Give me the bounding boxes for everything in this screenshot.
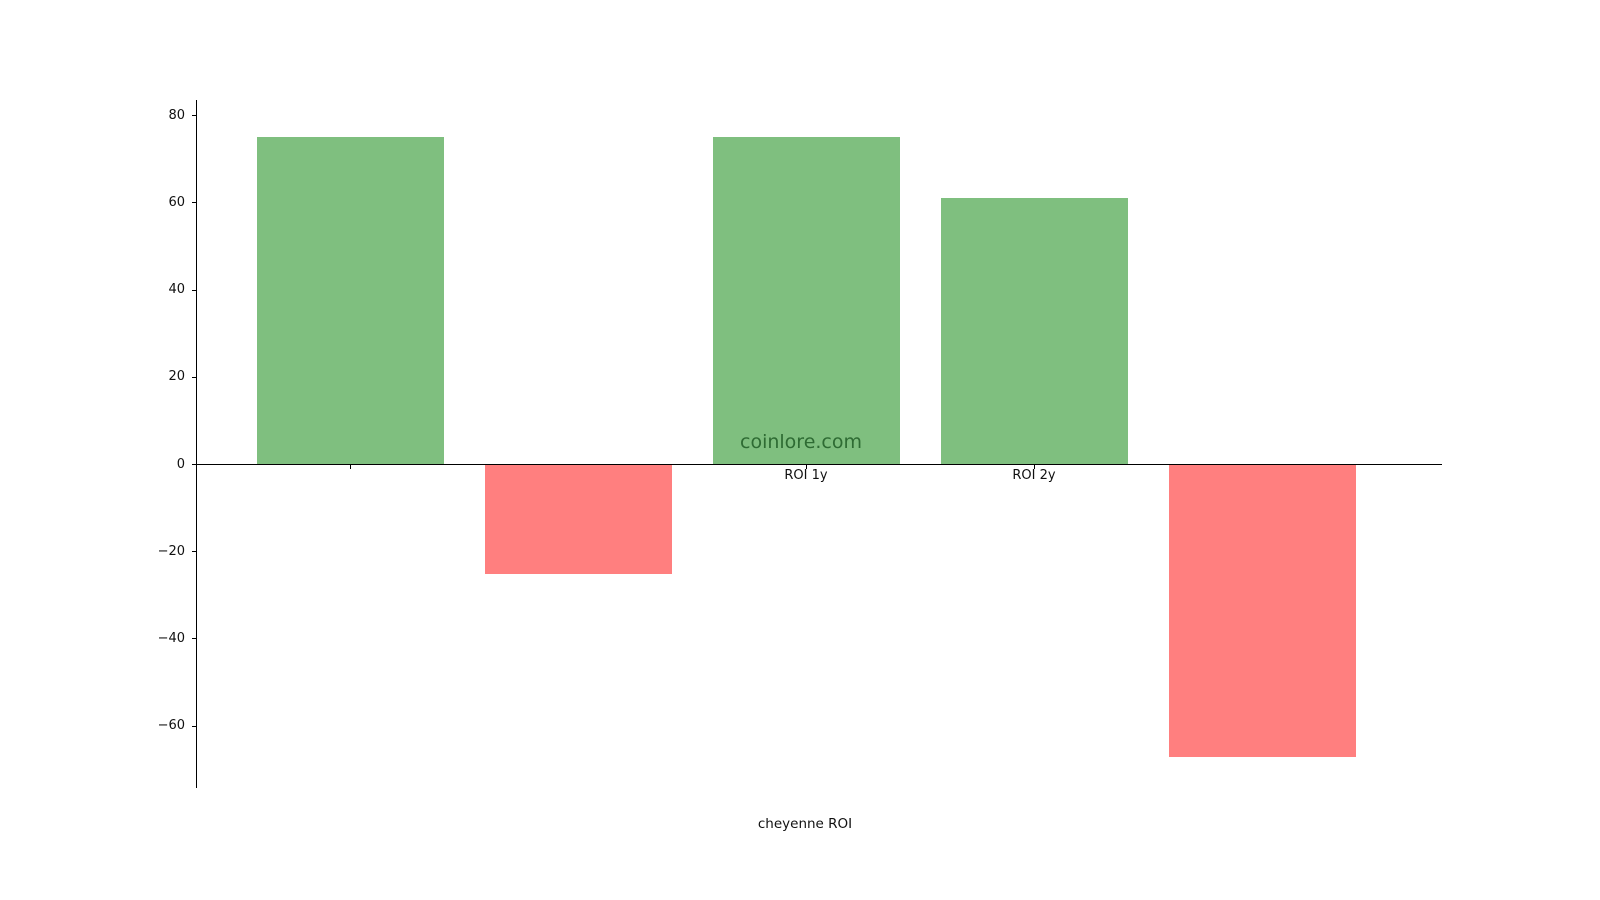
- x-axis-line: [196, 464, 1442, 465]
- y-tick-mark: [192, 464, 196, 465]
- x-tick-mark: [806, 465, 807, 469]
- y-tick-label: 80: [168, 107, 185, 123]
- watermark-text: coinlore.com: [740, 431, 862, 453]
- y-tick-label: −40: [157, 630, 185, 646]
- bar-series-5: [1168, 465, 1356, 758]
- y-tick-mark: [192, 551, 196, 553]
- y-tick-label: 0: [176, 456, 185, 472]
- x-tick-label: ROI 1y: [784, 468, 828, 483]
- x-tick-mark: [1034, 465, 1035, 469]
- y-tick-label: 20: [168, 369, 185, 385]
- y-tick-label: 60: [168, 194, 185, 210]
- y-tick-mark: [192, 725, 196, 727]
- y-tick-mark: [192, 202, 196, 204]
- y-tick-mark: [192, 115, 196, 117]
- y-tick-mark: [192, 289, 196, 291]
- y-axis-line: [196, 100, 197, 788]
- x-tick-label: ROI 2y: [1012, 468, 1056, 483]
- y-tick-label: 40: [168, 282, 185, 298]
- y-tick-label: −20: [157, 543, 185, 559]
- y-tick-label: −60: [157, 718, 185, 734]
- bar-series-1: [256, 137, 444, 464]
- x-tick-mark: [350, 465, 351, 469]
- bar-ROI 1y: [712, 137, 900, 464]
- bar-ROI 2y: [940, 198, 1128, 464]
- bar-series-2: [484, 465, 672, 574]
- y-tick-mark: [192, 638, 196, 640]
- y-tick-mark: [192, 376, 196, 378]
- x-axis-title: cheyenne ROI: [757, 816, 853, 832]
